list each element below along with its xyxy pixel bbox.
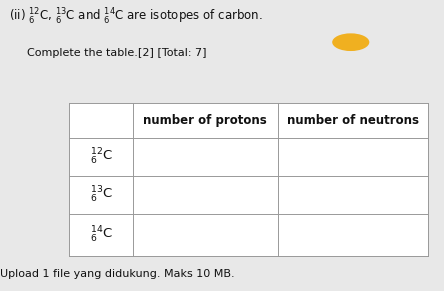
Text: (ii) $^{12}_{6}$C, $^{13}_{6}$C and $^{14}_{6}$C are isotopes of carbon.: (ii) $^{12}_{6}$C, $^{13}_{6}$C and $^{1… bbox=[9, 7, 262, 27]
Text: Upload 1 file yang didukung. Maks 10 MB.: Upload 1 file yang didukung. Maks 10 MB. bbox=[0, 269, 234, 279]
Text: number of neutrons: number of neutrons bbox=[287, 114, 419, 127]
Text: $^{12}_{6}$C: $^{12}_{6}$C bbox=[90, 147, 112, 167]
Bar bbox=[69, 103, 428, 256]
Text: Complete the table.[2] [Total: 7]: Complete the table.[2] [Total: 7] bbox=[27, 48, 206, 58]
Text: $^{14}_{6}$C: $^{14}_{6}$C bbox=[90, 225, 112, 245]
Text: $^{13}_{6}$C: $^{13}_{6}$C bbox=[90, 185, 112, 205]
Text: number of protons: number of protons bbox=[143, 114, 267, 127]
Ellipse shape bbox=[332, 33, 369, 51]
